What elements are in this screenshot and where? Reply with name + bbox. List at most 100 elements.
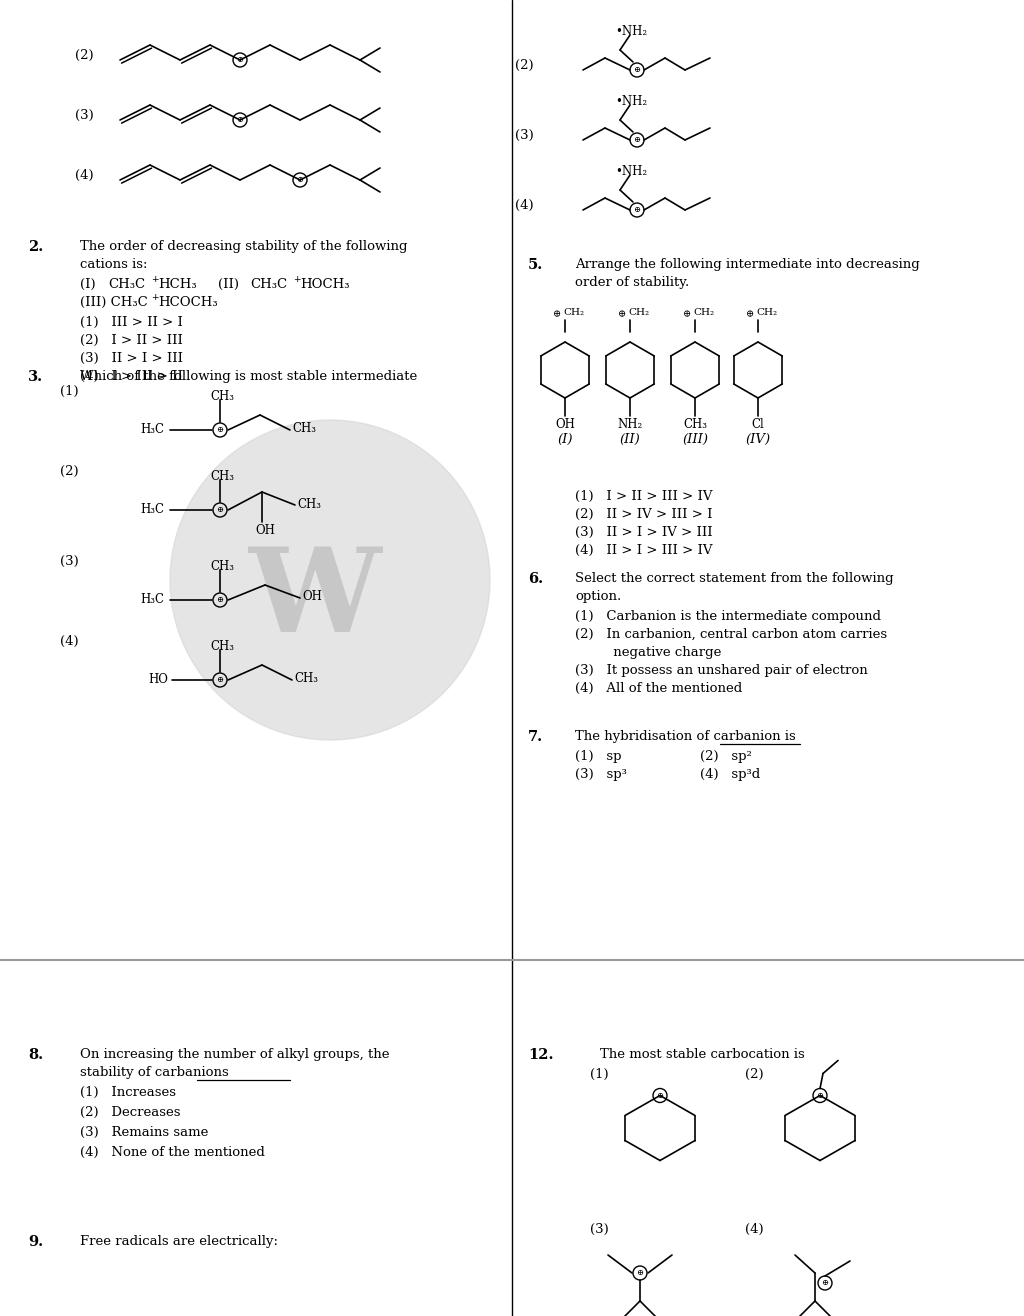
Text: ⊕: ⊕ bbox=[745, 311, 754, 320]
Text: (2)   sp²: (2) sp² bbox=[700, 750, 752, 763]
Text: CH₃: CH₃ bbox=[210, 640, 234, 653]
Text: (1): (1) bbox=[590, 1069, 608, 1080]
Text: +: + bbox=[151, 275, 159, 284]
Text: 3.: 3. bbox=[28, 370, 43, 384]
Text: ⊕: ⊕ bbox=[683, 311, 691, 320]
Text: (4)   None of the mentioned: (4) None of the mentioned bbox=[80, 1146, 265, 1159]
Text: CH₂: CH₂ bbox=[756, 308, 777, 317]
Text: (3)   sp³: (3) sp³ bbox=[575, 769, 627, 780]
Text: (3)   II > I > IV > III: (3) II > I > IV > III bbox=[575, 526, 713, 540]
Text: (4)   All of the mentioned: (4) All of the mentioned bbox=[575, 682, 742, 695]
Text: +: + bbox=[151, 293, 159, 301]
Text: W: W bbox=[249, 542, 381, 658]
Text: ⊕: ⊕ bbox=[216, 426, 223, 434]
Text: 5.: 5. bbox=[528, 258, 544, 272]
Text: Free radicals are electrically:: Free radicals are electrically: bbox=[80, 1234, 278, 1248]
Text: (IV): (IV) bbox=[745, 433, 771, 446]
Text: (2)   II > IV > III > I: (2) II > IV > III > I bbox=[575, 508, 713, 521]
Text: The hybridisation of carbanion is: The hybridisation of carbanion is bbox=[575, 730, 796, 744]
Text: CH₃: CH₃ bbox=[297, 497, 321, 511]
Text: CH₃: CH₃ bbox=[294, 672, 318, 686]
Text: (1)   Increases: (1) Increases bbox=[80, 1086, 176, 1099]
Text: CH₃: CH₃ bbox=[210, 470, 234, 483]
Text: ⊕: ⊕ bbox=[216, 676, 223, 684]
Text: (2): (2) bbox=[515, 58, 534, 71]
Text: ⊕: ⊕ bbox=[656, 1091, 664, 1099]
Text: (2): (2) bbox=[60, 465, 79, 478]
Text: (3)   It possess an unshared pair of electron: (3) It possess an unshared pair of elect… bbox=[575, 665, 867, 676]
Text: +: + bbox=[293, 275, 300, 284]
Text: (1): (1) bbox=[60, 386, 79, 397]
Text: H₃C: H₃C bbox=[140, 422, 164, 436]
Text: (I): (I) bbox=[557, 433, 572, 446]
Text: CH₂: CH₂ bbox=[563, 308, 584, 317]
Circle shape bbox=[170, 420, 490, 740]
Text: HOCH₃: HOCH₃ bbox=[300, 278, 349, 291]
Text: (4)   II > I > III > IV: (4) II > I > III > IV bbox=[575, 544, 713, 557]
Text: NH₂: NH₂ bbox=[617, 418, 643, 432]
Text: CH₂: CH₂ bbox=[693, 308, 714, 317]
Text: (4): (4) bbox=[60, 636, 79, 647]
Text: (3)   Remains same: (3) Remains same bbox=[80, 1126, 208, 1140]
Text: CH₂: CH₂ bbox=[628, 308, 649, 317]
Text: OH: OH bbox=[302, 590, 322, 603]
Text: •NH₂: •NH₂ bbox=[615, 95, 647, 108]
Text: ⊕: ⊕ bbox=[637, 1269, 643, 1277]
Text: OH: OH bbox=[555, 418, 574, 432]
Text: ⊕: ⊕ bbox=[237, 116, 244, 124]
Text: H₃C: H₃C bbox=[140, 594, 164, 605]
Text: (4): (4) bbox=[745, 1223, 764, 1236]
Text: (4)   I > III > II: (4) I > III > II bbox=[80, 370, 183, 383]
Text: CH₃: CH₃ bbox=[683, 418, 707, 432]
Text: 12.: 12. bbox=[528, 1048, 554, 1062]
Text: H₃C: H₃C bbox=[140, 503, 164, 516]
Text: (II): (II) bbox=[620, 433, 640, 446]
Text: (2)   Decreases: (2) Decreases bbox=[80, 1105, 180, 1119]
Text: The order of decreasing stability of the following: The order of decreasing stability of the… bbox=[80, 240, 408, 253]
Text: HCOCH₃: HCOCH₃ bbox=[158, 296, 218, 309]
Text: negative charge: negative charge bbox=[575, 646, 721, 659]
Text: ⊕: ⊕ bbox=[216, 505, 223, 515]
Text: (2): (2) bbox=[75, 49, 93, 62]
Text: (1)   sp: (1) sp bbox=[575, 750, 622, 763]
Text: (3): (3) bbox=[60, 555, 79, 569]
Text: HO: HO bbox=[148, 672, 168, 686]
Text: (3): (3) bbox=[590, 1223, 608, 1236]
Text: OH: OH bbox=[255, 524, 274, 537]
Text: CH₃: CH₃ bbox=[210, 390, 234, 403]
Text: On increasing the number of alkyl groups, the: On increasing the number of alkyl groups… bbox=[80, 1048, 389, 1061]
Text: ⊕: ⊕ bbox=[553, 311, 561, 320]
Text: ⊕: ⊕ bbox=[634, 136, 640, 143]
Text: (II): (II) bbox=[218, 278, 239, 291]
Text: order of stability.: order of stability. bbox=[575, 276, 689, 290]
Text: ⊕: ⊕ bbox=[216, 596, 223, 604]
Text: ⊕: ⊕ bbox=[297, 176, 303, 184]
Text: Arrange the following intermediate into decreasing: Arrange the following intermediate into … bbox=[575, 258, 920, 271]
Text: (1)   Carbanion is the intermediate compound: (1) Carbanion is the intermediate compou… bbox=[575, 611, 881, 622]
Text: •NH₂: •NH₂ bbox=[615, 25, 647, 38]
Text: (3): (3) bbox=[515, 129, 534, 142]
Text: Select the correct statement from the following: Select the correct statement from the fo… bbox=[575, 572, 894, 586]
Text: (1)   III > II > I: (1) III > II > I bbox=[80, 316, 183, 329]
Text: 6.: 6. bbox=[528, 572, 543, 586]
Text: (III): (III) bbox=[682, 433, 708, 446]
Text: 8.: 8. bbox=[28, 1048, 43, 1062]
Text: (2)   I > II > III: (2) I > II > III bbox=[80, 334, 183, 347]
Text: ⊕: ⊕ bbox=[634, 66, 640, 74]
Text: ⊕: ⊕ bbox=[821, 1279, 828, 1287]
Text: The most stable carbocation is: The most stable carbocation is bbox=[600, 1048, 805, 1061]
Text: (2): (2) bbox=[745, 1069, 764, 1080]
Text: Which of the following is most stable intermediate: Which of the following is most stable in… bbox=[80, 370, 417, 383]
Text: ⊕: ⊕ bbox=[617, 311, 626, 320]
Text: 9.: 9. bbox=[28, 1234, 43, 1249]
Text: (2)   In carbanion, central carbon atom carries: (2) In carbanion, central carbon atom ca… bbox=[575, 628, 887, 641]
Text: CH₃C: CH₃C bbox=[108, 278, 145, 291]
Text: CH₃: CH₃ bbox=[292, 422, 316, 436]
Text: 7.: 7. bbox=[528, 730, 543, 744]
Text: ⊕: ⊕ bbox=[816, 1091, 823, 1099]
Text: •NH₂: •NH₂ bbox=[615, 164, 647, 178]
Text: (I): (I) bbox=[80, 278, 95, 291]
Text: stability of carbanions: stability of carbanions bbox=[80, 1066, 228, 1079]
Text: Cl: Cl bbox=[752, 418, 764, 432]
Text: CH₃: CH₃ bbox=[210, 561, 234, 572]
